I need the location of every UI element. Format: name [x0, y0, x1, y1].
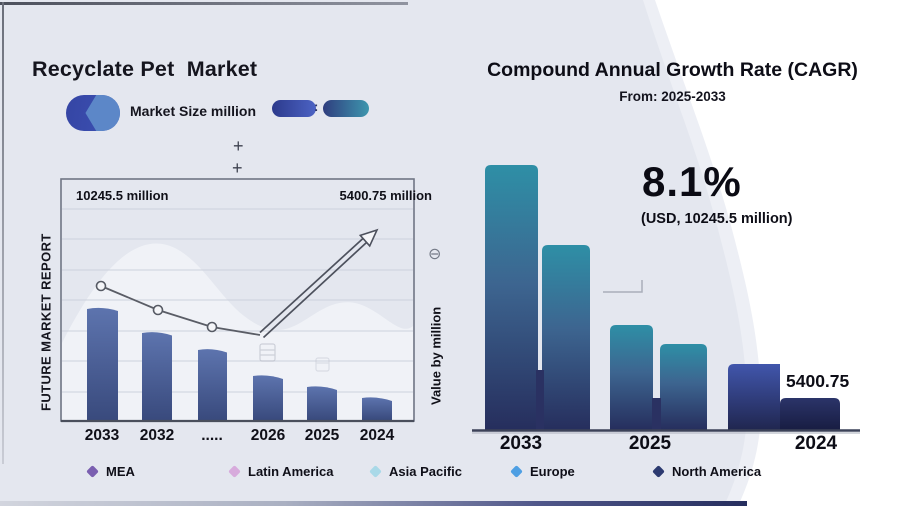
bar-group-2025 [610, 325, 707, 430]
bar-group-2033 [485, 165, 590, 430]
growth-arrow [259, 228, 379, 339]
x-tick-2032: 2032 [139, 427, 175, 444]
rc-tick-2024: 2024 [794, 433, 838, 454]
page-title: Recyclate Pet Market [32, 57, 258, 81]
plus-icon: + [233, 136, 244, 156]
diamond-marker-icon [86, 465, 99, 478]
minus-circle-icon: ⊖ [428, 246, 442, 263]
ratio-pill-right-icon [323, 100, 369, 117]
diamond-marker-icon [510, 465, 523, 478]
watermark-vertical-label: FUTURE MARKET REPORT [38, 233, 54, 411]
legend-label: North America [672, 464, 762, 479]
x-tick-2024: 2024 [359, 427, 395, 444]
legend-item-latin-america: Latin America [228, 464, 334, 479]
legend-label: Latin America [248, 464, 334, 479]
cagr-chart [472, 165, 860, 434]
market-size-label: Market Size million [130, 103, 257, 119]
legend-label: Asia Pacific [389, 464, 462, 479]
cagr-header: Compound Annual Growth Rate (CAGR) From:… [450, 59, 895, 104]
cagr-title: Compound Annual Growth Rate (CAGR) [487, 59, 858, 81]
legend-item-north-america: North America [652, 464, 762, 479]
legend-item-europe: Europe [510, 464, 575, 479]
bar-group-2024 [728, 364, 840, 430]
rc-tick-2033: 2033 [499, 433, 543, 454]
cagr-value: 8.1% [642, 158, 742, 205]
x-tick-2025: 2025 [304, 427, 340, 444]
top-border-line [0, 2, 408, 5]
legend-label: Europe [530, 464, 575, 479]
ghost-table-icon [259, 343, 276, 362]
max-value-label: 10245.5 million [76, 188, 169, 203]
ghost-window-icon [315, 357, 330, 372]
x-tick-2033: 2033 [84, 427, 120, 444]
plus-icon: + [232, 158, 243, 178]
diamond-marker-icon [369, 465, 382, 478]
left-border-line [2, 2, 4, 464]
y-axis-label: Value by million [428, 306, 444, 406]
x-tick-2026: 2026 [250, 427, 286, 444]
market-size-chart [60, 178, 415, 423]
ratio-separator: : [314, 99, 319, 114]
diamond-marker-icon [228, 465, 241, 478]
chevron-right-icon [85, 95, 120, 131]
market-size-bars [87, 307, 392, 420]
gridlines [62, 208, 413, 393]
legend-label: MEA [106, 464, 135, 479]
diamond-marker-icon [652, 465, 665, 478]
legend-item-mea: MEA [86, 464, 135, 479]
bar-value-label: 5400.75 [786, 371, 850, 391]
x-tick-dots: ..... [201, 427, 223, 444]
step-bracket-icon [603, 280, 643, 293]
min-value-label: 5400.75 million [339, 188, 433, 203]
cagr-subtitle: From: 2025-2033 [619, 89, 726, 104]
ratio-pill-left-icon [272, 100, 316, 117]
bottom-border-strip [0, 501, 747, 506]
market-size-pill-icon [66, 95, 120, 131]
rc-tick-2025: 2025 [628, 433, 672, 454]
cagr-detail: (USD, 10245.5 million) [641, 211, 793, 227]
trend-line [95, 280, 261, 336]
legend-item-asia-pacific: Asia Pacific [369, 464, 462, 479]
